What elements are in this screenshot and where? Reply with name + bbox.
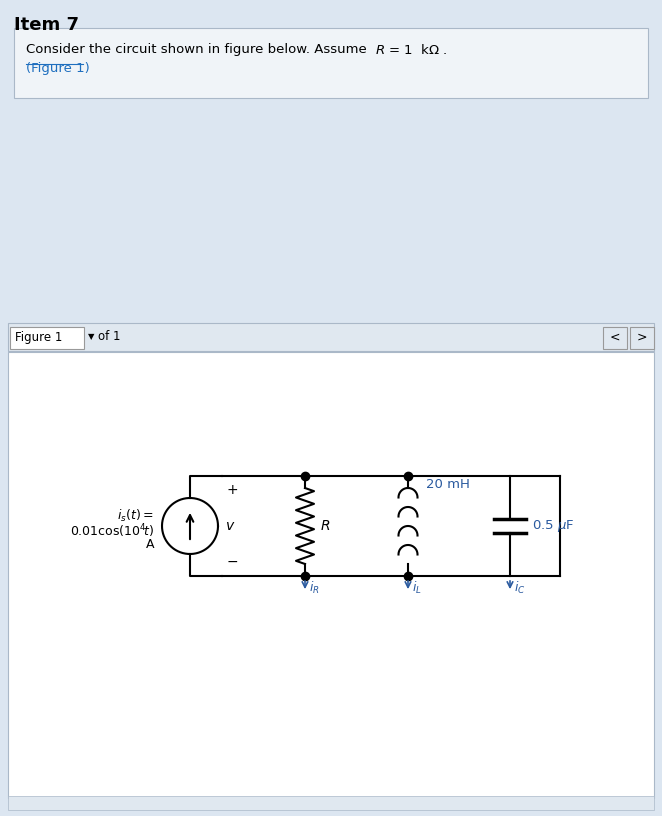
Text: Item 7: Item 7 [14, 16, 79, 34]
FancyBboxPatch shape [8, 352, 654, 798]
FancyBboxPatch shape [630, 327, 654, 349]
Text: +: + [226, 483, 238, 497]
Text: 20 mH: 20 mH [426, 477, 470, 490]
Text: >: > [637, 330, 647, 344]
Text: Figure 1: Figure 1 [15, 330, 62, 344]
Text: $i_L$: $i_L$ [412, 580, 422, 596]
FancyBboxPatch shape [8, 796, 654, 810]
Text: Consider the circuit shown in figure below. Assume: Consider the circuit shown in figure bel… [26, 43, 367, 56]
Text: ▼: ▼ [88, 332, 95, 342]
FancyBboxPatch shape [10, 327, 84, 349]
Text: $0.01\cos(10^4\!t)$: $0.01\cos(10^4\!t)$ [70, 522, 154, 540]
Text: $i_R$: $i_R$ [309, 580, 320, 596]
Text: $R$ = 1  kΩ .: $R$ = 1 kΩ . [375, 43, 448, 57]
Text: $i_s(t) =$: $i_s(t) =$ [117, 508, 154, 524]
FancyBboxPatch shape [14, 28, 648, 98]
Text: $v$: $v$ [225, 519, 235, 533]
Text: (Figure 1): (Figure 1) [26, 62, 90, 75]
Text: −: − [226, 555, 238, 569]
Text: of 1: of 1 [98, 330, 120, 344]
Text: 0.5 $\mu$F: 0.5 $\mu$F [532, 518, 575, 534]
Text: $i_C$: $i_C$ [514, 580, 526, 596]
FancyBboxPatch shape [8, 323, 654, 351]
Text: <: < [610, 330, 620, 344]
Text: $R$: $R$ [320, 519, 330, 533]
FancyBboxPatch shape [603, 327, 627, 349]
Text: A: A [146, 539, 154, 552]
